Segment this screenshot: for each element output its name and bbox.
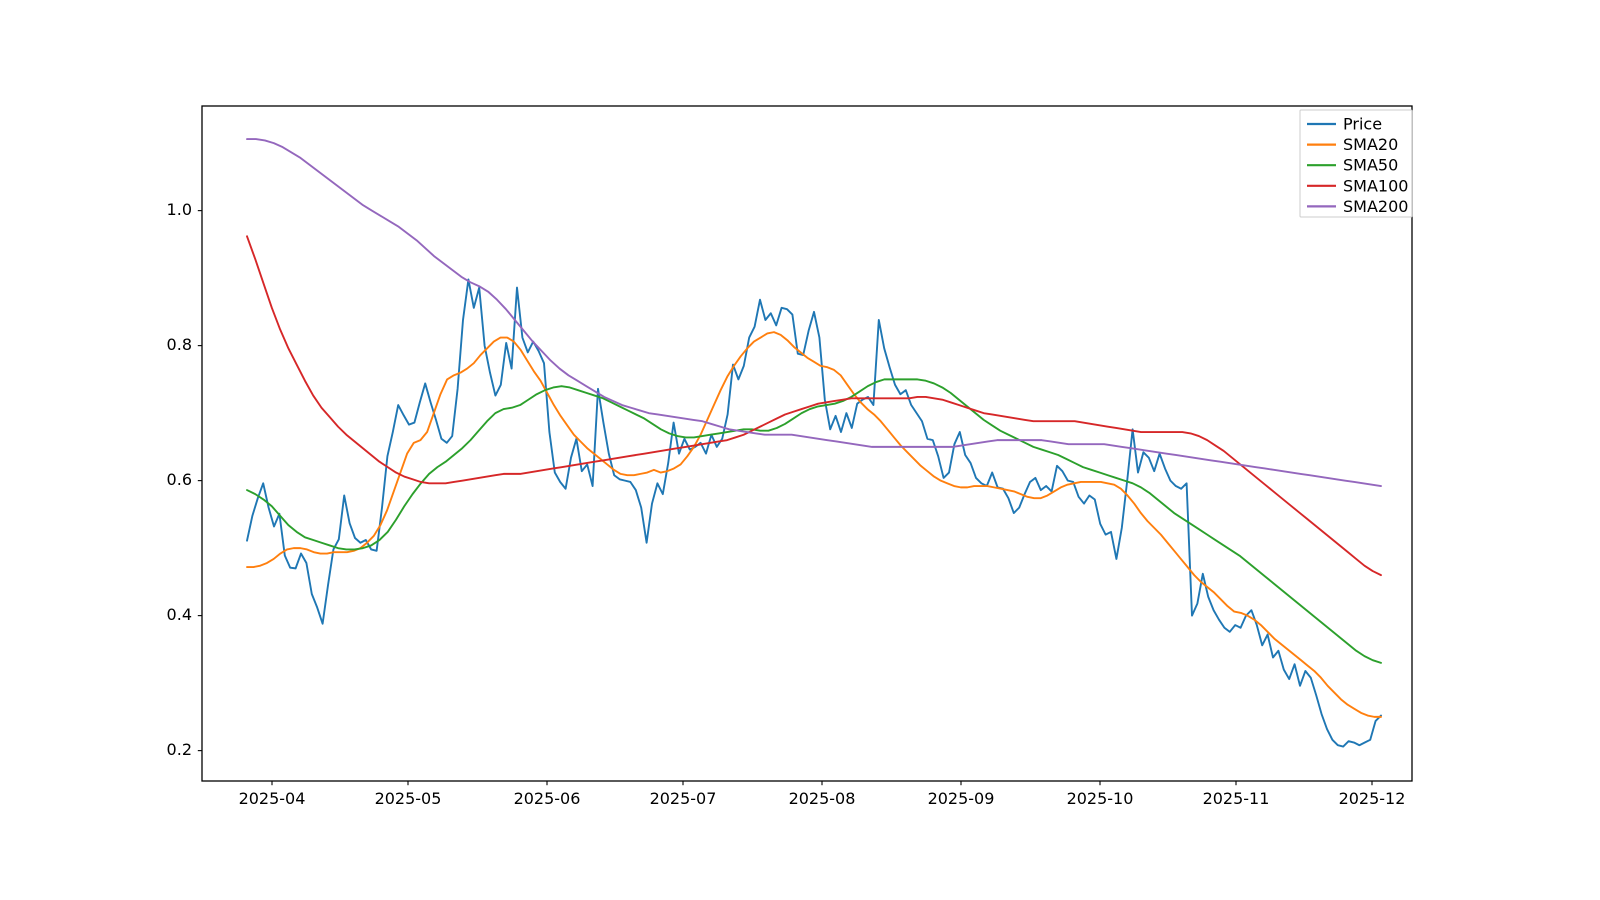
x-axis-tick-marks [271,781,1373,786]
y-tick-label: 0.4 [167,605,192,624]
series-line-sma50 [246,378,1382,664]
series-line-sma100 [246,235,1382,577]
y-axis-tick-marks [197,210,202,752]
y-tick-label: 0.6 [167,470,192,489]
y-tick-label: 0.8 [167,335,192,354]
legend-box [1299,109,1413,218]
x-tick-label: 2025-11 [1203,789,1270,808]
x-tick-label: 2025-12 [1339,789,1406,808]
x-tick-label: 2025-07 [650,789,717,808]
x-tick-label: 2025-09 [928,789,995,808]
axes-background [202,106,1412,781]
y-tick-label: 0.2 [167,740,192,759]
legend-label-sma20: SMA20 [1343,135,1398,154]
x-axis-tick-labels: 2025-04 2025-05 2025-06 2025-07 2025-08 2025-… [239,789,1406,808]
legend-label-sma200: SMA200 [1343,197,1408,216]
x-tick-label: 2025-05 [375,789,442,808]
legend-label-sma50: SMA50 [1343,156,1398,175]
legend-label-price: Price [1343,115,1382,134]
series-line-sma200 [246,138,1382,487]
x-tick-label: 2025-08 [789,789,856,808]
legend-label-sma100: SMA100 [1343,176,1408,195]
y-tick-label: 1.0 [167,200,192,219]
x-tick-label: 2025-06 [514,789,581,808]
x-tick-label: 2025-04 [239,789,306,808]
y-axis-tick-labels: 0.2 0.4 0.6 0.8 1.0 [167,200,192,759]
series-line-price [246,278,1382,748]
x-tick-label: 2025-10 [1067,789,1134,808]
series-line-sma20 [246,331,1382,718]
data-series-group [246,138,1382,748]
axes-frame-spines [201,105,1413,782]
